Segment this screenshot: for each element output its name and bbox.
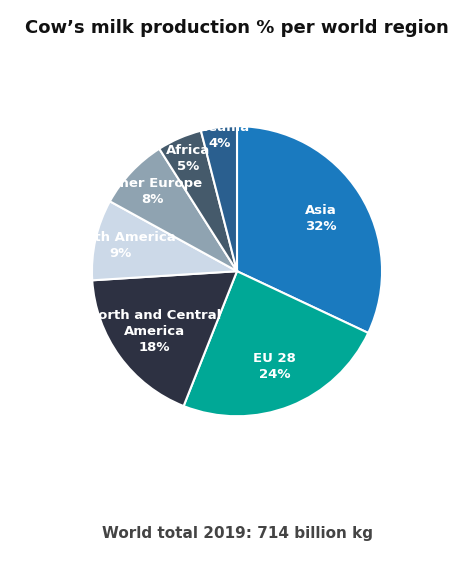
Text: Other Europe
8%: Other Europe 8%	[102, 177, 202, 206]
Wedge shape	[237, 126, 382, 333]
Text: Asia
32%: Asia 32%	[305, 203, 337, 233]
Wedge shape	[183, 271, 368, 416]
Wedge shape	[110, 149, 237, 271]
Text: World total 2019: 714 billion kg: World total 2019: 714 billion kg	[101, 527, 373, 541]
Text: Oceania
4%: Oceania 4%	[190, 121, 250, 150]
Wedge shape	[159, 131, 237, 271]
Text: EU 28
24%: EU 28 24%	[253, 352, 296, 381]
Title: Cow’s milk production % per world region: Cow’s milk production % per world region	[25, 19, 449, 37]
Text: North and Central
America
18%: North and Central America 18%	[87, 309, 221, 354]
Wedge shape	[92, 201, 237, 280]
Wedge shape	[201, 126, 237, 271]
Wedge shape	[92, 271, 237, 406]
Text: Africa
5%: Africa 5%	[166, 144, 210, 173]
Text: South America
9%: South America 9%	[65, 231, 175, 260]
